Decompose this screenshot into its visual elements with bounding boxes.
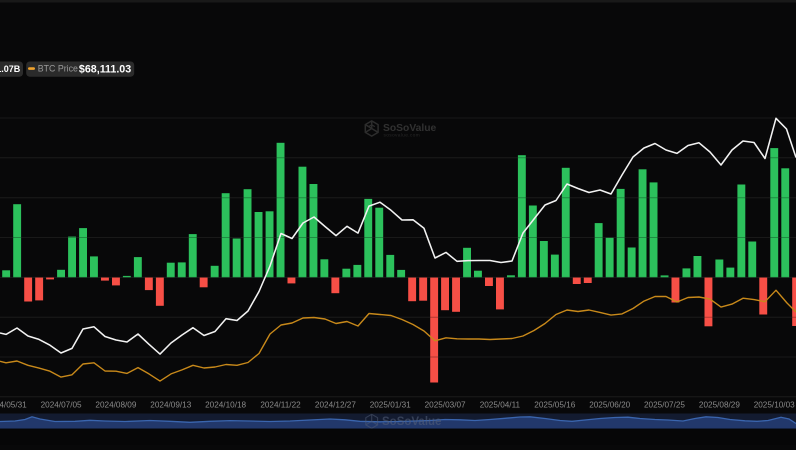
- svg-text:2025/04/11: 2025/04/11: [480, 401, 521, 410]
- svg-text:SoSoValue: SoSoValue: [382, 416, 441, 428]
- svg-text:$68,111.03: $68,111.03: [79, 64, 131, 76]
- svg-text:2024/12/27: 2024/12/27: [315, 401, 356, 410]
- svg-text:sosovalue.com: sosovalue.com: [384, 132, 421, 138]
- svg-text:2025/10/03: 2025/10/03: [754, 401, 795, 410]
- svg-text:2025/03/07: 2025/03/07: [425, 401, 466, 410]
- svg-text:2025/01/31: 2025/01/31: [370, 401, 411, 410]
- svg-text:2025/05/16: 2025/05/16: [534, 401, 575, 410]
- svg-text:2025/07/25: 2025/07/25: [644, 401, 685, 410]
- svg-text:2024/05/31: 2024/05/31: [0, 401, 27, 410]
- svg-text:2024/10/18: 2024/10/18: [205, 401, 246, 410]
- svg-text:$1.07B: $1.07B: [0, 64, 21, 74]
- svg-text:2025/06/20: 2025/06/20: [589, 401, 630, 410]
- svg-text:SoSoValue: SoSoValue: [383, 123, 436, 134]
- svg-text:2025/08/29: 2025/08/29: [699, 401, 740, 410]
- svg-text:2024/09/13: 2024/09/13: [150, 401, 191, 410]
- svg-text:2024/11/22: 2024/11/22: [260, 401, 301, 410]
- svg-text:2024/08/09: 2024/08/09: [95, 401, 136, 410]
- svg-text:BTC Price: BTC Price: [38, 64, 78, 74]
- svg-text:2024/07/05: 2024/07/05: [41, 401, 82, 410]
